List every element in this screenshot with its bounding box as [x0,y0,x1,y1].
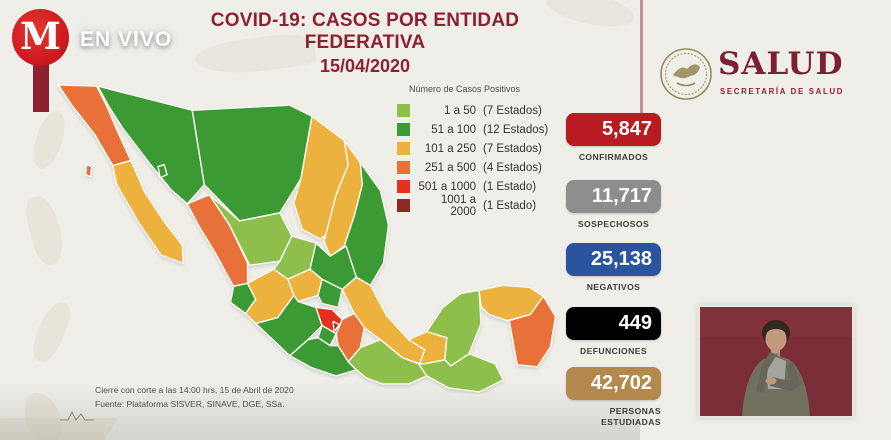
legend-title: Número de Casos Positivos [409,84,521,94]
state-region [317,278,343,309]
salud-subtitle: SECRETARÍA DE SALUD [720,87,845,96]
legend-color-swatch [397,199,410,212]
panel-divider-line [640,0,643,115]
legend-row: 51 a 100 (12 Estados) [397,120,562,139]
stat-label: NEGATIVOS [586,282,641,292]
source-line-2: Fuente: Plataforma SISVER, SINAVE, DGE, … [95,399,285,409]
state-region [112,159,184,264]
salud-logo-block: SALUD SECRETARÍA DE SALUD [656,44,876,110]
state-region [417,353,504,393]
map-legend: Número de Casos Positivos 1 a 50 (7 Estad… [397,84,562,218]
legend-states-count: (7 Estados) [483,104,542,117]
bottom-gradient-shade [0,382,640,440]
mexico-choropleth-map [57,84,557,393]
legend-row: 251 a 500 (4 Estados) [397,158,562,177]
legend-range-label: 1001 a 2000 [440,193,476,218]
sign-language-video-inset [698,305,854,418]
state-region [191,104,313,222]
salud-wordmark: SALUD [718,46,844,82]
legend-range-label: 51 a 100 [431,123,476,136]
stat-value: 42,702 [566,367,661,400]
legend-color-swatch [397,123,410,136]
legend-rows: 1 a 50 (7 Estados) 51 a 100 (12 Estados) 101… [397,101,562,218]
title-date: 15/04/2020 [319,56,411,76]
milenio-logo: M [12,9,69,66]
legend-states-count: (1 Estado) [483,199,537,212]
state-region [289,336,357,377]
legend-range-label: 101 a 250 [424,142,476,155]
stat-label: SOSPECHOSOS [577,219,650,229]
stat-label: PERSONAS ESTUDIADAS [601,406,661,427]
stat-card-negativos: 25,138 NEGATIVOS [566,243,661,293]
stat-value: 449 [566,307,661,340]
legend-range-label: 501 a 1000 [418,180,476,193]
page-title: COVID-19: CASOS POR ENTIDAD FEDERATIVA 1… [150,10,580,77]
legend-row: 501 a 1000 (1 Estado) [397,177,562,196]
legend-color-swatch [397,161,410,174]
stat-value: 25,138 [566,243,661,276]
stat-card-confirmados: 5,847 CONFIRMADOS [566,113,661,163]
legend-color-swatch [397,104,410,117]
legend-states-count: (7 Estados) [483,142,542,155]
landscape-squiggle-icon [60,410,94,421]
legend-states-count: (12 Estados) [483,123,549,136]
live-badge: EN VIVO [80,28,173,51]
state-region [426,289,482,367]
stat-value: 11,717 [566,180,661,213]
milenio-m-letter: M [20,14,61,58]
island [84,163,93,178]
legend-states-count: (1 Estado) [483,180,537,193]
legend-states-count: (4 Estados) [483,161,542,174]
stat-label: CONFIRMADOS [578,152,649,162]
legend-row: 1001 a 2000 (1 Estado) [397,193,562,218]
sign-interpreter-figure [700,307,852,416]
legend-range-label: 1 a 50 [444,104,476,117]
source-line-1: Cierre con corte a las 14:00 hrs, 15 de … [95,385,294,395]
government-seal-icon [660,48,712,100]
stat-card-defunciones: 449 DEFUNCIONES [566,307,661,357]
legend-row: 1 a 50 (7 Estados) [397,101,562,120]
stat-card-personas-estudiadas: 42,702 PERSONAS ESTUDIADAS [566,367,661,427]
stat-label: DEFUNCIONES [580,346,647,356]
legend-color-swatch [397,180,410,193]
stat-value: 5,847 [566,113,661,146]
legend-color-swatch [397,142,410,155]
legend-range-label: 251 a 500 [424,161,476,174]
source-note: Cierre con corte a las 14:00 hrs, 15 de … [95,383,294,411]
legend-row: 101 a 250 (7 Estados) [397,139,562,158]
title-text: COVID-19: CASOS POR ENTIDAD FEDERATIVA [210,10,520,53]
milenio-logo-stem [33,60,49,112]
state-region [332,320,340,333]
island [157,163,168,179]
stat-card-sospechosos: 11,717 SOSPECHOSOS [566,180,661,230]
state-region [508,295,557,368]
